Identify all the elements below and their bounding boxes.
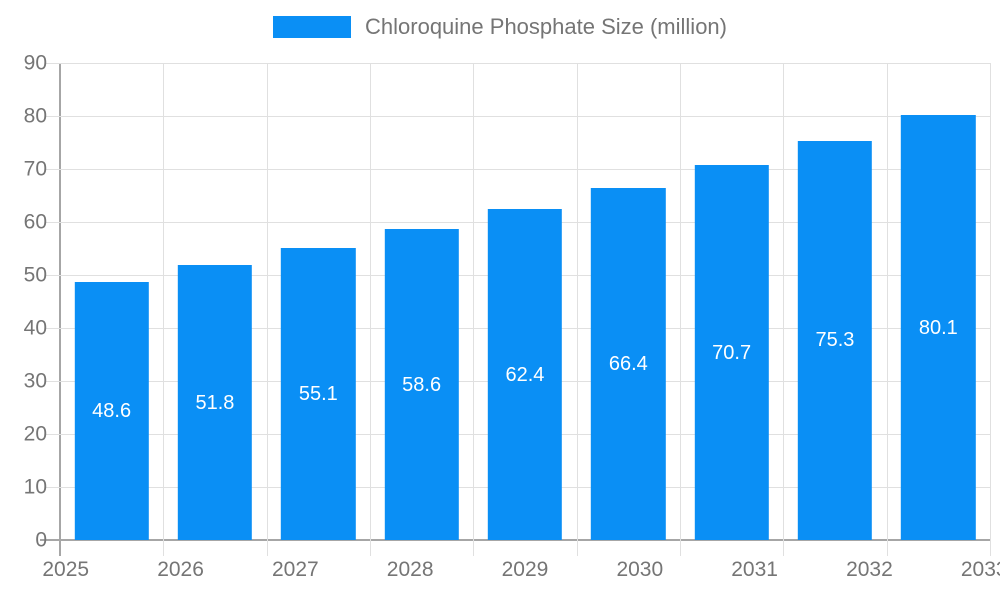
gridline-vertical	[369, 63, 371, 556]
bar-slot-2026: 51.8 2026	[157, 63, 266, 580]
bar-slot-2032: 75.3 2032	[783, 63, 893, 580]
gridline-vertical	[576, 63, 578, 556]
y-axis-tick-label: 0	[35, 528, 47, 552]
gridline-vertical	[163, 63, 165, 556]
x-axis-line	[40, 539, 990, 541]
bar-2025: 48.6	[74, 282, 149, 540]
bar-2032: 75.3	[797, 140, 873, 540]
bar-slot-2025: 48.6 2025	[42, 63, 163, 580]
gridline-vertical	[473, 63, 475, 556]
bar-value-label: 75.3	[815, 329, 855, 352]
x-axis-tick-label: 2032	[846, 558, 893, 581]
bar-2026: 51.8	[177, 265, 253, 540]
bar-value-label: 62.4	[505, 363, 545, 386]
x-axis-tick-label: 2026	[157, 558, 204, 581]
gridline-horizontal	[46, 169, 990, 170]
bar-value-label: 51.8	[195, 391, 235, 414]
y-axis-tick-label: 90	[23, 51, 47, 75]
x-axis-tick-label: 2029	[501, 558, 549, 581]
bar-value-label: 70.7	[712, 341, 752, 364]
y-axis-line	[59, 63, 61, 556]
x-axis-tick-label: 2030	[616, 558, 664, 581]
bar-value-label: 80.1	[918, 316, 958, 339]
bar-slot-2027: 55.1 2027	[267, 63, 370, 580]
x-axis-tick-label: 2031	[731, 558, 778, 581]
bar-value-label: 48.6	[92, 400, 132, 423]
gridline-vertical	[266, 63, 268, 556]
bar-2030: 66.4	[591, 188, 666, 540]
bar-2029: 62.4	[487, 209, 563, 540]
bar-value-label: 66.4	[608, 353, 648, 376]
bar-slot-2029: 62.4 2029	[473, 63, 576, 580]
y-axis-tick-label: 10	[23, 475, 47, 499]
bar-2033: 80.1	[901, 115, 976, 540]
gridline-vertical	[886, 63, 888, 556]
bar-value-label: 58.6	[402, 373, 442, 396]
bar-2027: 55.1	[281, 247, 356, 540]
gridline-horizontal	[46, 116, 990, 117]
bar-slot-2030: 66.4 2030	[577, 63, 680, 580]
legend-swatch	[273, 16, 352, 38]
gridline-vertical	[679, 63, 681, 556]
bar-value-label: 55.1	[298, 382, 338, 405]
y-axis-tick-label: 50	[23, 263, 47, 287]
bar-2028: 58.6	[384, 229, 459, 540]
x-axis-tick-label: 2025	[42, 558, 90, 581]
bar-2031: 70.7	[694, 165, 769, 540]
y-axis-tick-label: 30	[23, 369, 47, 393]
y-axis-tick-label: 60	[23, 210, 47, 234]
gridline-vertical	[783, 63, 785, 556]
x-axis-tick-label: 2033	[960, 558, 1000, 581]
x-axis-tick-label: 2028	[386, 558, 434, 581]
legend-label: Chloroquine Phosphate Size (million)	[365, 14, 727, 39]
legend-item[interactable]: Chloroquine Phosphate Size (million)	[0, 16, 1000, 38]
y-axis-tick-label: 70	[23, 157, 47, 181]
y-axis-tick-label: 40	[23, 316, 47, 340]
gridline-vertical	[990, 63, 991, 556]
plot-area: 0 10 20 30 40 50 60 70 80 90 48.6 2025 51.8 2026 55.1 2…	[24, 53, 1000, 581]
x-axis-tick-label: 2027	[271, 558, 319, 581]
y-axis-tick-label: 80	[23, 104, 47, 128]
y-axis-tick-label: 20	[23, 422, 47, 446]
gridline-horizontal	[46, 63, 990, 64]
bar-slot-2028: 58.6 2028	[370, 63, 473, 580]
bar-slot-2033: 80.1 2033	[887, 63, 1000, 580]
bar-slot-2031: 70.7 2031	[680, 63, 783, 580]
